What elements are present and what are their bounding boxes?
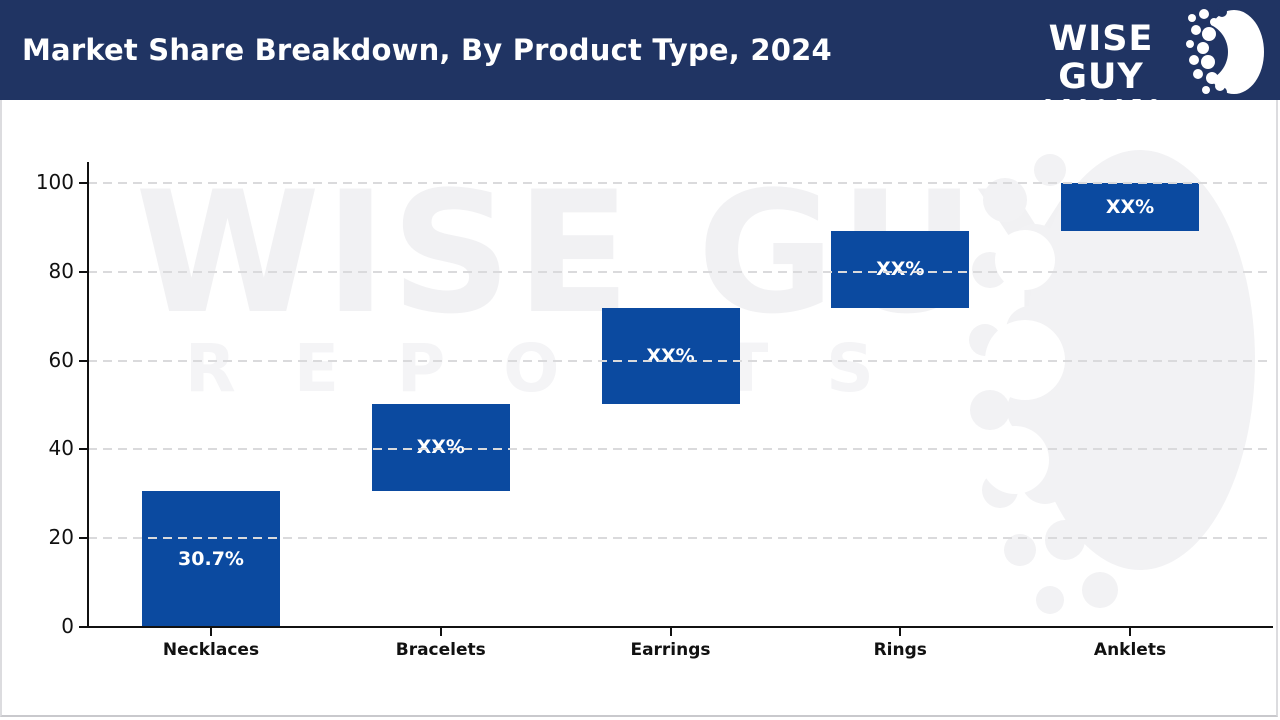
- x-tick-label-rings: Rings: [873, 640, 927, 660]
- bar-earrings: XX%: [601, 307, 740, 404]
- bar-value-label: XX%: [1105, 195, 1155, 218]
- bar-value-label: 30.7%: [178, 547, 244, 570]
- x-tick-label-necklaces: Necklaces: [162, 640, 260, 660]
- page-title: Market Share Breakdown, By Product Type,…: [22, 33, 832, 67]
- bar-necklaces: 30.7%: [142, 490, 280, 627]
- bar-value-label: XX%: [876, 258, 925, 281]
- bar-anklets: XX%: [1061, 183, 1199, 231]
- grid-line-20: [88, 537, 1273, 540]
- logo-wordmark: WISE GUY: [1048, 19, 1154, 97]
- y-tick-mark-100: [79, 182, 87, 184]
- x-tick-label-earrings: Earrings: [630, 640, 711, 660]
- y-tick-mark-20: [79, 537, 87, 540]
- y-tick-mark-60: [79, 359, 87, 362]
- x-tick-mark-rings: [899, 628, 902, 636]
- bar-value-label: XX%: [416, 436, 465, 459]
- x-tick-label-anklets: Anklets: [1093, 640, 1167, 660]
- y-tick-label-40: 40: [48, 436, 74, 461]
- y-axis-line: [87, 162, 89, 628]
- y-tick-label-80: 80: [48, 258, 74, 283]
- x-tick-mark-bracelets: [439, 628, 442, 636]
- bar-rings: XX%: [831, 230, 970, 308]
- grid-line-100: [88, 182, 1273, 184]
- x-tick-mark-earrings: [669, 628, 672, 636]
- y-tick-label-60: 60: [48, 347, 74, 372]
- bar-value-label: XX%: [646, 344, 695, 367]
- y-tick-mark-0: [79, 626, 87, 628]
- y-tick-label-100: 100: [35, 170, 74, 194]
- grid-line-40: [88, 448, 1273, 451]
- x-tick-label-bracelets: Bracelets: [395, 640, 486, 660]
- x-tick-mark-necklaces: [210, 628, 212, 636]
- y-tick-mark-80: [79, 270, 87, 273]
- grid-line-80: [88, 270, 1273, 273]
- bar-bracelets: XX%: [371, 403, 510, 491]
- x-tick-mark-anklets: [1129, 628, 1131, 636]
- y-tick-label-0: 0: [61, 614, 74, 638]
- grid-line-60: [88, 359, 1273, 362]
- y-tick-mark-40: [79, 448, 87, 451]
- x-axis-line: [88, 626, 1273, 628]
- y-tick-label-20: 20: [48, 525, 74, 550]
- logo-face-icon: [1182, 7, 1264, 97]
